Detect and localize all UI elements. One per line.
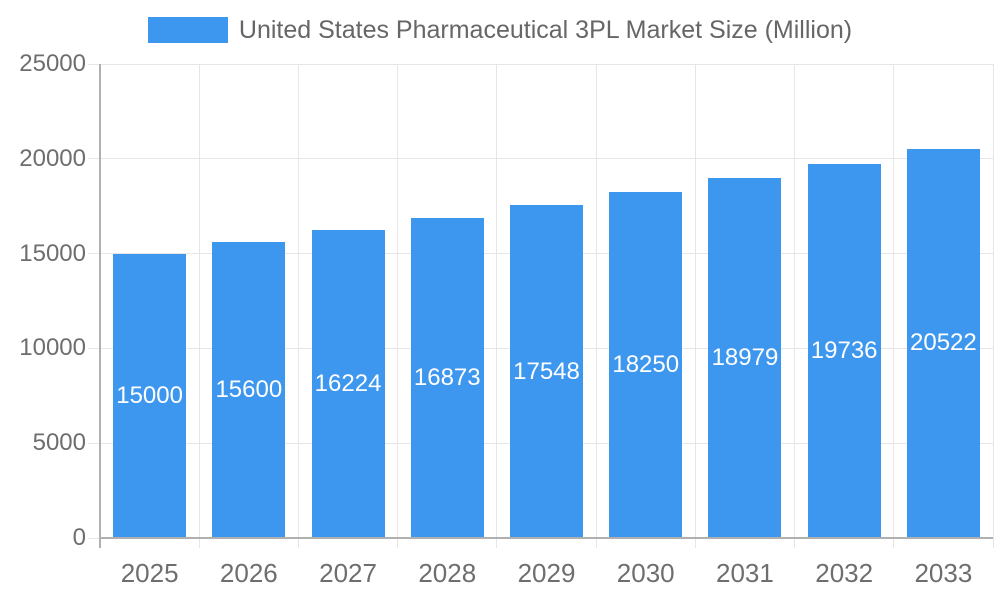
gridline-vertical — [397, 64, 399, 538]
x-axis-label: 2026 — [219, 558, 278, 588]
x-axis-label: 2025 — [120, 558, 179, 588]
gridline-vertical — [198, 64, 200, 538]
bar-2032[interactable]: 19736 — [807, 163, 881, 538]
bar-2025[interactable]: 15000 — [113, 253, 187, 538]
y-axis-label: 5000 — [32, 429, 86, 457]
y-axis-tick-mark — [88, 442, 100, 444]
x-axis-label: 2031 — [716, 558, 774, 588]
bar-2031[interactable]: 18979 — [708, 178, 782, 538]
x-axis-label: 2028 — [418, 558, 477, 588]
gridline-vertical — [893, 64, 895, 538]
bar-2028[interactable]: 16873 — [410, 218, 484, 538]
x-axis-label: 2033 — [914, 558, 973, 588]
bar-2027[interactable]: 16224 — [311, 230, 385, 538]
x-axis-label: 2027 — [319, 558, 377, 588]
chart-legend[interactable]: United States Pharmaceutical 3PL Market … — [0, 15, 1000, 45]
gridline-vertical — [297, 64, 299, 538]
bar-value-label: 18250 — [612, 350, 680, 378]
gridline-vertical — [794, 64, 796, 538]
x-axis-tick-mark — [397, 538, 399, 548]
x-axis-label: 2030 — [616, 558, 675, 588]
gridline-horizontal — [100, 63, 993, 65]
x-axis-tick-mark — [794, 538, 796, 548]
y-axis-label: 25000 — [19, 50, 86, 77]
gridline-vertical — [595, 64, 597, 538]
plot-area: 15000 15600 16224 16873 17548 18250 18979 19736… — [88, 63, 994, 548]
bar-2026[interactable]: 15600 — [212, 242, 286, 538]
bar-value-label: 19736 — [810, 336, 878, 364]
y-axis-line — [99, 64, 101, 548]
bar-2030[interactable]: 18250 — [609, 191, 683, 538]
x-axis-label: 2029 — [517, 558, 576, 588]
bar-value-label: 16224 — [314, 370, 382, 398]
y-axis-tick-mark — [88, 347, 100, 349]
x-axis-tick-mark — [595, 538, 597, 548]
bar-2033[interactable]: 20522 — [906, 148, 980, 538]
legend-swatch — [147, 17, 228, 43]
y-axis-tick-mark — [88, 253, 100, 255]
y-axis-label: 10000 — [19, 334, 86, 362]
bar-value-label: 20522 — [910, 329, 977, 357]
x-axis-tick-mark — [297, 538, 299, 548]
y-axis-label: 20000 — [19, 144, 86, 172]
gridline-vertical — [496, 64, 498, 538]
bar-value-label: 15600 — [215, 376, 283, 404]
x-axis-tick-mark — [198, 538, 200, 548]
y-axis-label: 15000 — [19, 239, 86, 267]
x-axis-tick-mark — [893, 538, 895, 548]
x-axis-tick-mark — [496, 538, 498, 548]
x-axis-tick-mark — [992, 538, 994, 548]
legend-title: United States Pharmaceutical 3PL Market … — [238, 15, 853, 44]
y-axis-tick-mark — [88, 158, 100, 160]
x-axis-label: 2032 — [815, 558, 874, 588]
bar-value-label: 15000 — [116, 381, 183, 409]
gridline-vertical — [694, 64, 696, 538]
bar-value-label: 17548 — [513, 357, 580, 385]
x-axis-line — [100, 537, 993, 539]
y-axis-tick-mark — [88, 537, 100, 539]
y-axis-label: 0 — [72, 524, 86, 551]
bar-value-label: 16873 — [413, 364, 481, 392]
gridline-vertical — [992, 64, 994, 538]
bar-2029[interactable]: 17548 — [510, 205, 583, 538]
bar-value-label: 18979 — [711, 344, 779, 372]
x-axis-tick-mark — [694, 538, 696, 548]
y-axis-tick-mark — [88, 63, 100, 65]
gridline-horizontal — [100, 158, 993, 160]
